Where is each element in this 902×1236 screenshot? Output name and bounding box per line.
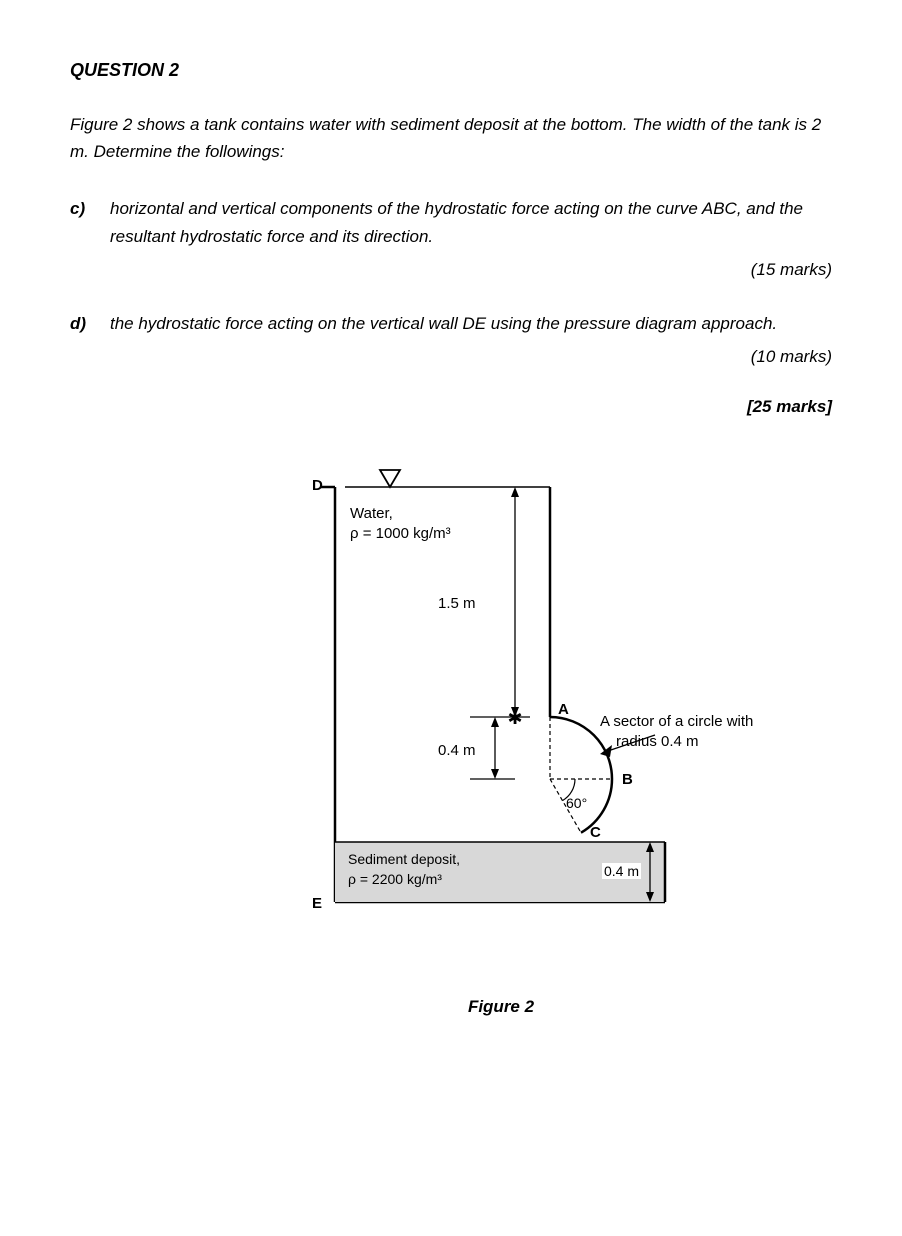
label-0-4m-depth: 0.4 m <box>438 742 476 759</box>
part-c: c) horizontal and vertical components of… <box>70 195 832 249</box>
label-D: D <box>312 477 323 494</box>
label-sediment1: Sediment deposit, <box>348 851 460 867</box>
part-d-text: the hydrostatic force acting on the vert… <box>110 310 832 337</box>
label-sediment2: ρ = 2200 kg/m³ <box>348 871 442 887</box>
label-sector2: radius 0.4 m <box>616 733 699 750</box>
svg-text:✱: ✱ <box>507 708 522 728</box>
part-c-text: horizontal and vertical components of th… <box>110 195 832 249</box>
label-1-5m: 1.5 m <box>438 595 476 612</box>
part-d: d) the hydrostatic force acting on the v… <box>70 310 832 337</box>
label-water2: ρ = 1000 kg/m³ <box>350 525 451 542</box>
total-marks: [25 marks] <box>70 397 832 417</box>
part-d-marks: (10 marks) <box>70 347 832 367</box>
part-d-label: d) <box>70 310 110 337</box>
label-60deg: 60° <box>566 795 587 811</box>
label-A: A <box>558 701 569 718</box>
question-title: QUESTION 2 <box>70 60 832 81</box>
label-sector1: A sector of a circle with <box>600 713 753 730</box>
label-B: B <box>622 771 633 788</box>
part-c-label: c) <box>70 195 110 249</box>
figure-caption: Figure 2 <box>170 997 832 1017</box>
figure-area: ✱ D E A B C Water, ρ = 1000 kg/m³ Sedime… <box>270 457 870 957</box>
label-0-4m-height: 0.4 m <box>602 863 641 879</box>
label-C: C <box>590 824 601 841</box>
label-E: E <box>312 895 322 912</box>
label-water1: Water, <box>350 505 393 522</box>
question-intro: Figure 2 shows a tank contains water wit… <box>70 111 832 165</box>
part-c-marks: (15 marks) <box>70 260 832 280</box>
